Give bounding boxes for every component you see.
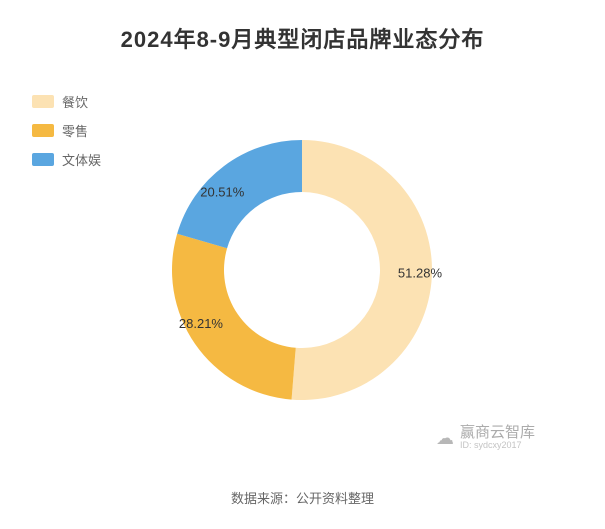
data-source: 数据来源：公开资料整理 [0,488,605,507]
donut-chart: 51.28% 28.21% 20.51% [0,70,605,470]
watermark-sub: ID: sydcxy2017 [460,441,535,451]
slice-label: 20.51% [200,185,245,200]
chart-title: 2024年8-9月典型闭店品牌业态分布 [0,0,605,54]
source-prefix: 数据来源： [231,491,296,506]
cloud-icon: ☁ [436,429,454,447]
watermark-main: 赢商云智库 [460,425,535,442]
slice-label: 51.28% [398,265,443,280]
watermark: ☁ 赢商云智库 ID: sydcxy2017 [436,425,535,451]
slice-label: 28.21% [179,316,224,331]
source-text: 公开资料整理 [296,491,374,506]
